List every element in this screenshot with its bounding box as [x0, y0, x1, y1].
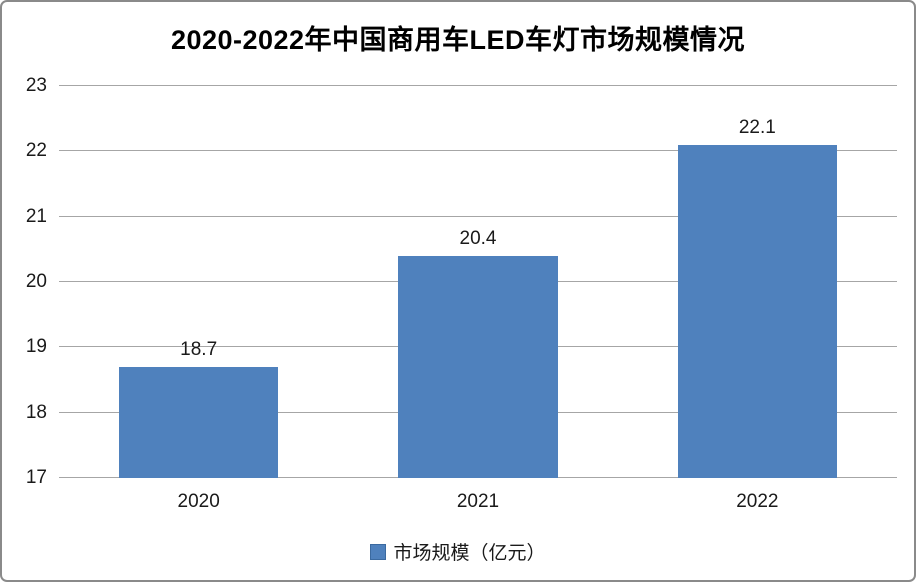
bar — [677, 144, 838, 478]
bar-value-label: 18.7 — [180, 338, 218, 360]
bar — [118, 366, 279, 478]
legend: 市场规模（亿元） — [2, 538, 914, 565]
x-axis-category-label: 2022 — [736, 491, 779, 512]
y-axis-tick-label: 19 — [25, 336, 47, 358]
x-axis-category-label: 2020 — [177, 491, 220, 512]
y-axis-tick-label: 18 — [25, 401, 47, 423]
plot-area: 17 18 19 20 21 22 23 18.7 2020 20.4 2021 22.1 2022 — [26, 75, 897, 512]
y-axis-tick-label: 22 — [25, 140, 47, 162]
y-axis-tick-label: 17 — [25, 467, 47, 488]
bar-value-label: 22.1 — [738, 116, 776, 138]
legend-marker-swatch — [370, 543, 387, 560]
gridline — [59, 150, 897, 152]
gridline — [59, 215, 897, 217]
bar — [398, 255, 558, 478]
chart-title: 2020-2022年中国商用车LED车灯市场规模情况 — [170, 25, 746, 55]
gridline — [59, 85, 897, 86]
bar-value-label: 20.4 — [459, 227, 497, 249]
y-axis-tick-label: 20 — [25, 271, 47, 292]
legend-label: 市场规模（亿元） — [393, 543, 546, 564]
y-axis-tick-label: 23 — [25, 75, 47, 96]
y-axis-tick-label: 21 — [25, 205, 47, 227]
x-axis-category-label: 2021 — [456, 491, 500, 512]
